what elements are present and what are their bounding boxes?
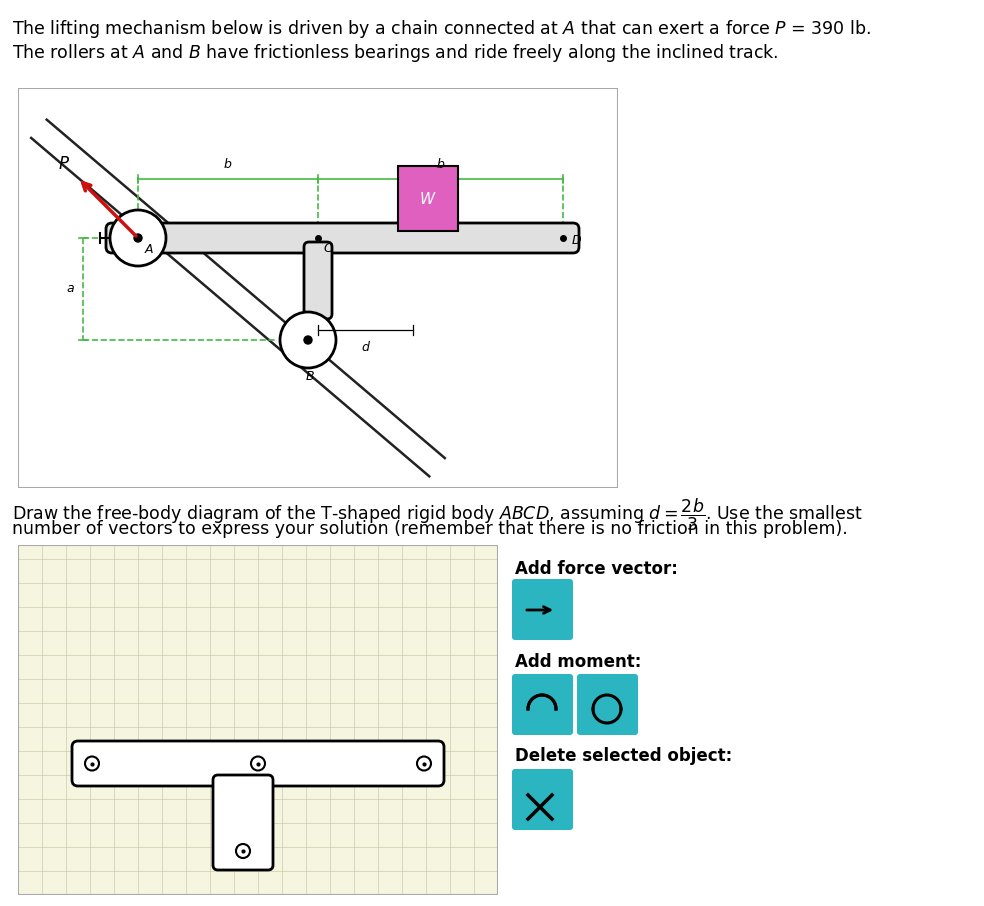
FancyBboxPatch shape [512,674,573,735]
Circle shape [417,757,431,770]
Text: $\mathit{a}$: $\mathit{a}$ [66,283,75,295]
Circle shape [251,757,265,770]
FancyBboxPatch shape [213,775,273,870]
Text: $\mathit{C}$: $\mathit{C}$ [323,242,334,255]
Text: $\mathit{P}$: $\mathit{P}$ [58,155,70,173]
Circle shape [85,757,99,770]
FancyBboxPatch shape [106,223,579,253]
Text: Draw the free-body diagram of the T-shaped rigid body $ABCD$, assuming $d = \dfr: Draw the free-body diagram of the T-shap… [12,497,863,534]
Text: The lifting mechanism below is driven by a chain connected at $\mathit{A}$ that : The lifting mechanism below is driven by… [12,18,871,40]
Text: $\mathit{A}$: $\mathit{A}$ [144,243,154,256]
Text: The rollers at $\mathit{A}$ and $\mathit{B}$ have frictionless bearings and ride: The rollers at $\mathit{A}$ and $\mathit… [12,42,778,64]
Text: Add moment:: Add moment: [515,653,642,671]
Text: $\mathit{B}$: $\mathit{B}$ [305,370,315,383]
FancyBboxPatch shape [512,579,573,640]
Text: $\mathit{b}$: $\mathit{b}$ [223,157,232,171]
Circle shape [280,312,336,368]
FancyBboxPatch shape [512,769,573,830]
FancyBboxPatch shape [577,674,638,735]
Text: Delete selected object:: Delete selected object: [515,747,732,765]
Text: $W$: $W$ [419,190,437,207]
Circle shape [110,210,166,266]
Text: $\mathit{D}$: $\mathit{D}$ [571,234,582,246]
Circle shape [236,844,250,858]
Circle shape [304,336,312,344]
Text: Add force vector:: Add force vector: [515,560,678,578]
Text: number of vectors to express your solution (remember that there is no friction i: number of vectors to express your soluti… [12,520,848,538]
FancyBboxPatch shape [72,741,444,786]
Bar [398,166,458,231]
FancyBboxPatch shape [304,242,332,319]
Text: $\mathit{b}$: $\mathit{b}$ [436,157,445,171]
Text: $\mathit{d}$: $\mathit{d}$ [360,340,371,354]
Circle shape [134,234,142,242]
